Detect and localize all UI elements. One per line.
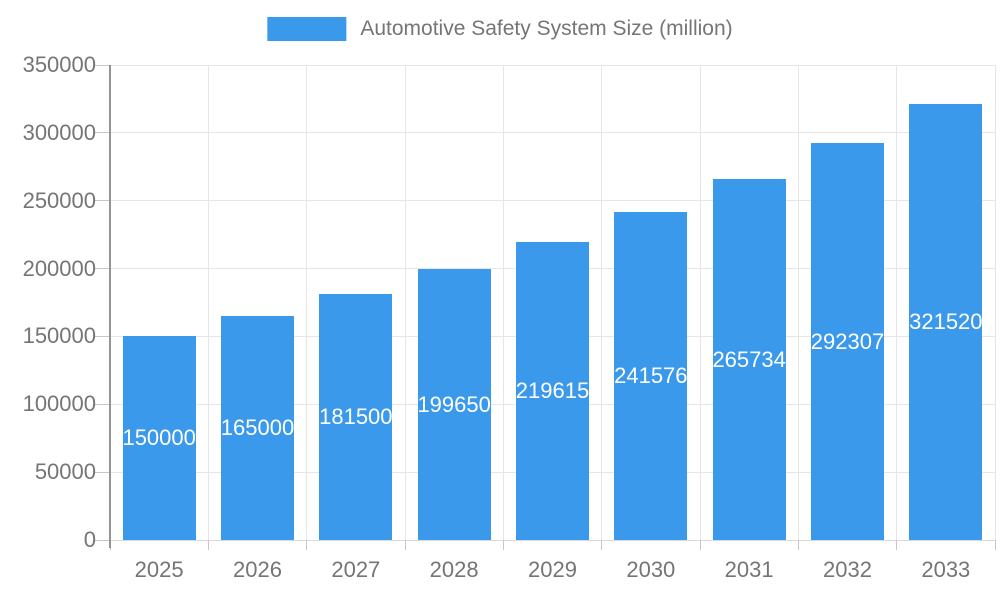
legend-label: Automotive Safety System Size (million) (360, 17, 733, 40)
y-axis-tick (95, 335, 110, 337)
y-tick-label: 250000 (22, 187, 96, 213)
y-axis-tick (95, 471, 110, 473)
y-tick-label: 150000 (22, 323, 96, 349)
y-axis-tick (95, 200, 110, 202)
x-tick-label: 2033 (921, 557, 971, 582)
v-gridline (994, 65, 996, 540)
x-tick-label: 2028 (429, 557, 479, 582)
h-gridline (110, 132, 995, 134)
y-axis-tick (95, 539, 110, 541)
bar[interactable] (417, 269, 491, 540)
bar[interactable] (319, 293, 393, 540)
v-gridline (306, 65, 308, 540)
bar[interactable] (122, 336, 196, 540)
bar[interactable] (811, 143, 884, 540)
bar[interactable] (909, 103, 983, 540)
x-axis-tick (109, 540, 111, 550)
x-tick-label: 2025 (134, 557, 184, 582)
h-gridline (110, 64, 995, 66)
y-axis-tick (95, 64, 110, 66)
x-tick-label: 2031 (724, 557, 774, 582)
bar[interactable] (516, 241, 589, 540)
y-tick-label: 100000 (22, 391, 96, 417)
y-axis-tick (95, 403, 110, 405)
v-gridline (896, 65, 898, 540)
x-axis-tick (797, 540, 799, 550)
bar[interactable] (712, 179, 786, 540)
legend[interactable]: Automotive Safety System Size (million) (267, 17, 733, 41)
y-axis-tick (95, 132, 110, 134)
v-gridline (502, 65, 504, 540)
legend-swatch (267, 17, 347, 41)
v-gridline (601, 65, 603, 540)
v-gridline (797, 65, 799, 540)
v-gridline (404, 65, 406, 540)
x-tick-label: 2032 (823, 557, 872, 582)
x-axis-tick (994, 540, 996, 550)
v-gridline (207, 65, 209, 540)
y-tick-label: 350000 (22, 52, 96, 77)
y-tick-label: 0 (83, 527, 96, 552)
v-gridline (699, 65, 701, 540)
plot-area: 150000 165000 181500 199650 219615 241576 2657… (110, 64, 996, 541)
x-tick-label: 2026 (233, 557, 282, 582)
x-axis-tick (404, 540, 406, 550)
x-tick-label: 2029 (528, 557, 577, 582)
x-axis-tick (502, 540, 504, 550)
x-axis-tick (896, 540, 898, 550)
bar[interactable] (221, 316, 294, 540)
y-tick-label: 200000 (22, 255, 96, 281)
x-axis-tick (306, 540, 308, 550)
x-tick-label: 2027 (331, 557, 381, 582)
bar[interactable] (614, 212, 688, 540)
x-tick-label: 2030 (626, 557, 676, 582)
y-axis-tick (95, 268, 110, 270)
x-axis-tick (699, 540, 701, 550)
x-axis-tick (207, 540, 209, 550)
y-tick-label: 300000 (22, 119, 96, 145)
y-tick-label: 50000 (34, 459, 96, 485)
x-axis-tick (601, 540, 603, 550)
